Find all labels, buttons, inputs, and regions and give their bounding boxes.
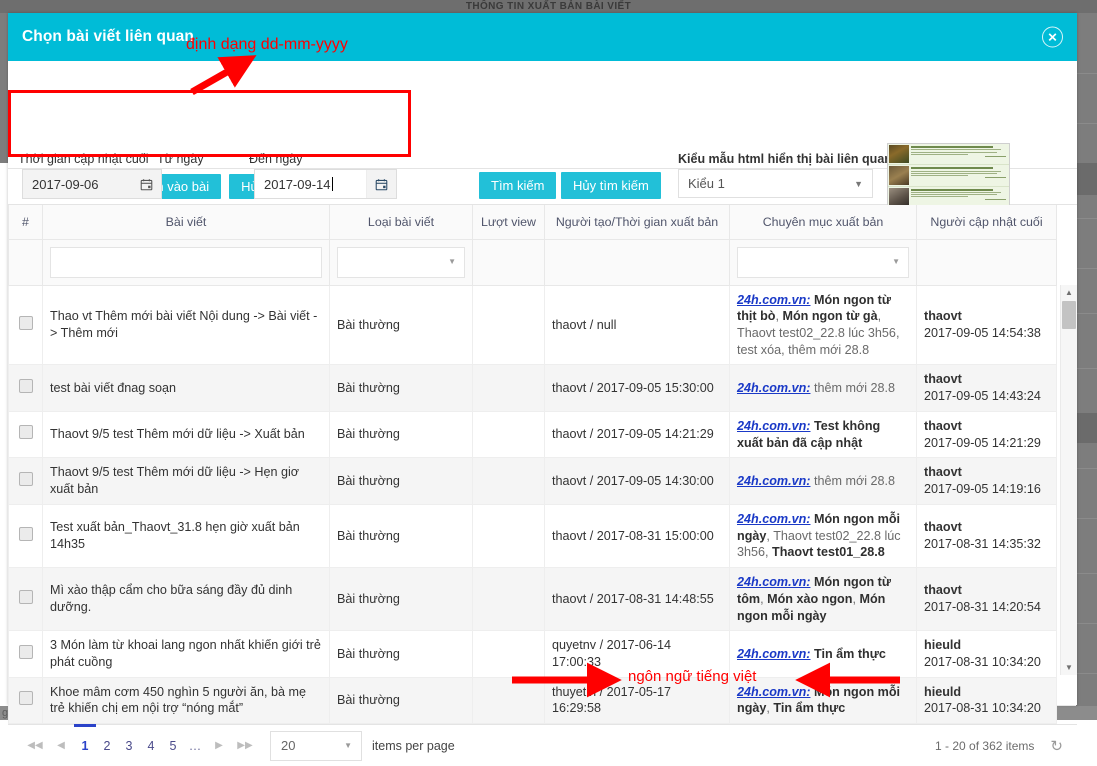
page-button-5[interactable]: 5 [162, 739, 184, 753]
page-button-1[interactable]: 1 [74, 739, 96, 753]
arrow-to-date-format [192, 60, 248, 92]
items-per-page-label: items per page [372, 739, 455, 753]
annotation-arrows [0, 0, 1097, 720]
last-page-icon[interactable]: ▶▶ [232, 740, 258, 751]
prev-page-icon[interactable]: ◀ [48, 740, 74, 751]
first-page-icon[interactable]: ◀◀ [22, 740, 48, 751]
item-range-text: 1 - 20 of 362 items [935, 739, 1034, 753]
items-per-page-value: 20 [281, 738, 295, 753]
pagination-bar: ◀◀ ◀ 1 2 3 4 5 … ▶ ▶▶ 20 items per page … [8, 724, 1077, 766]
page-button-4[interactable]: 4 [140, 739, 162, 753]
items-per-page-select[interactable]: 20 [270, 731, 362, 761]
refresh-icon[interactable]: ↻ [1050, 737, 1063, 755]
page-ellipsis: … [184, 739, 206, 753]
next-page-icon[interactable]: ▶ [206, 740, 232, 751]
page-button-2[interactable]: 2 [96, 739, 118, 753]
page-button-3[interactable]: 3 [118, 739, 140, 753]
